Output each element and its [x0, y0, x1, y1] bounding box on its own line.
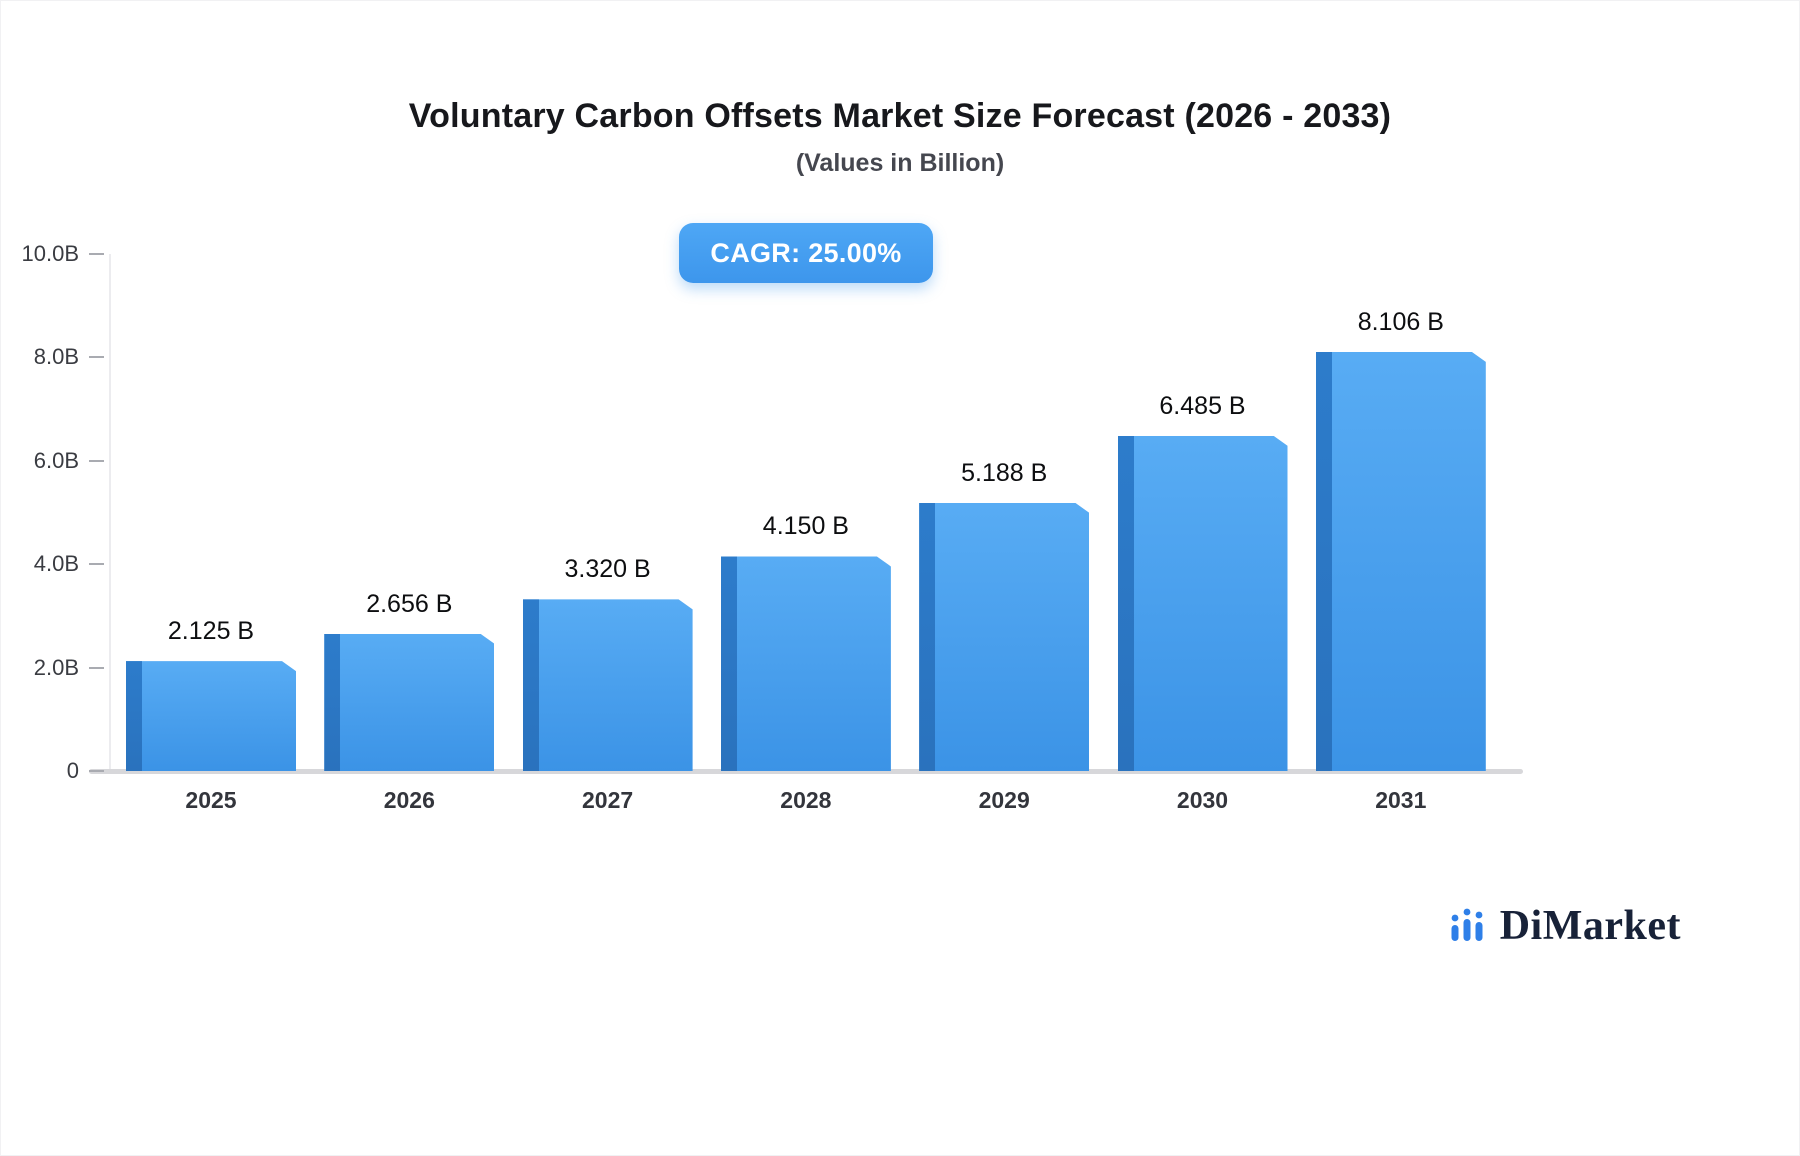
- x-axis-label: 2028: [780, 787, 832, 813]
- bar-chart-icon: [1446, 901, 1490, 950]
- bar-2025: [126, 661, 296, 771]
- bar-2031: [1316, 352, 1486, 771]
- chart-subtitle: (Values in Billion): [795, 149, 1005, 177]
- y-tick-label: 2.0B: [33, 654, 79, 680]
- x-axis-label: 2026: [383, 787, 435, 813]
- x-axis-label: 2025: [185, 787, 237, 813]
- bar-value-label: 3.320 B: [564, 555, 651, 584]
- bar-2030: [1118, 436, 1288, 771]
- bar-value-label: 2.656 B: [366, 589, 453, 618]
- cagr-badge: CAGR: 25.00%: [679, 223, 933, 283]
- x-axis-label: 2030: [1176, 787, 1229, 813]
- y-tick-mark: [89, 563, 104, 566]
- bar-2026: [324, 634, 494, 771]
- bar-value-label: 8.106 B: [1357, 307, 1444, 336]
- y-tick-mark: [89, 459, 104, 462]
- y-tick-label: 8.0B: [33, 344, 79, 370]
- y-tick-mark: [89, 253, 104, 255]
- brand-logo-text: DiMarket: [1499, 902, 1681, 949]
- cagr-badge-label: CAGR: 25.00%: [710, 237, 902, 268]
- y-tick-mark: [89, 356, 104, 359]
- bar-2029: [919, 503, 1089, 771]
- y-axis-line: [109, 254, 111, 771]
- y-tick-label: 6.0B: [33, 447, 79, 473]
- x-axis-label: 2029: [978, 787, 1030, 813]
- y-tick-label: 0: [66, 758, 79, 783]
- x-axis-baseline: [89, 769, 1523, 774]
- chart-title: Voluntary Carbon Offsets Market Size For…: [408, 97, 1392, 135]
- bar-value-label: 6.485 B: [1159, 391, 1246, 420]
- y-tick-label: 10.0B: [21, 241, 80, 266]
- y-tick-mark: [89, 666, 104, 669]
- bar-value-label: 4.150 B: [762, 512, 849, 541]
- brand-logo: DiMarket: [1446, 901, 1681, 950]
- y-tick-label: 4.0B: [33, 551, 79, 577]
- bar-2028: [721, 556, 891, 771]
- x-axis-label: 2031: [1375, 787, 1427, 813]
- bar-value-label: 2.125 B: [167, 617, 255, 646]
- y-tick-mark: [89, 770, 104, 772]
- bar-2027: [523, 599, 693, 771]
- x-axis-label: 2027: [582, 787, 634, 813]
- bar-value-label: 5.188 B: [961, 458, 1048, 487]
